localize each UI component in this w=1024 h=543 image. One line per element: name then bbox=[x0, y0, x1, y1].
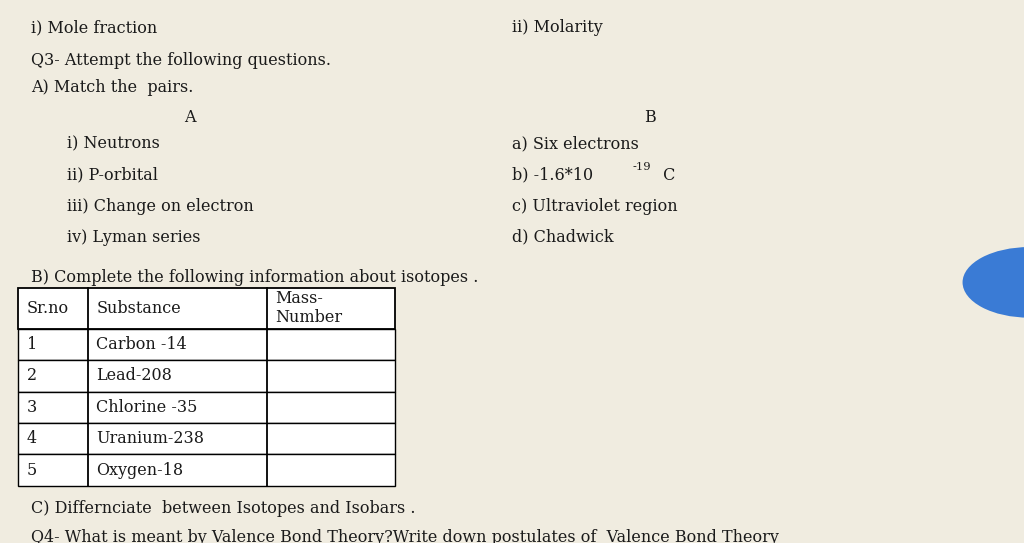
Bar bbox=[18, 423, 395, 454]
Text: Oxygen-18: Oxygen-18 bbox=[96, 462, 183, 479]
Text: ii) P-orbital: ii) P-orbital bbox=[67, 167, 158, 184]
Text: A: A bbox=[183, 109, 196, 125]
Text: B: B bbox=[644, 109, 656, 125]
Text: Substance: Substance bbox=[96, 300, 181, 317]
Text: B) Complete the following information about isotopes .: B) Complete the following information ab… bbox=[31, 269, 478, 286]
Text: i) Neutrons: i) Neutrons bbox=[67, 136, 160, 153]
Text: ii) Molarity: ii) Molarity bbox=[512, 19, 603, 36]
Text: C) Differnciate  between Isotopes and Isobars .: C) Differnciate between Isotopes and Iso… bbox=[31, 500, 415, 516]
Bar bbox=[18, 360, 395, 392]
Text: d) Chadwick: d) Chadwick bbox=[512, 229, 613, 245]
Text: Lead-208: Lead-208 bbox=[96, 367, 172, 384]
Text: b) -1.6*10: b) -1.6*10 bbox=[512, 167, 593, 184]
Text: 5: 5 bbox=[27, 462, 37, 479]
Text: C: C bbox=[658, 167, 676, 184]
Bar bbox=[18, 288, 395, 329]
Text: Mass-
Number: Mass- Number bbox=[275, 290, 343, 326]
Text: Sr.no: Sr.no bbox=[27, 300, 69, 317]
Text: a) Six electrons: a) Six electrons bbox=[512, 136, 639, 153]
Text: Q3- Attempt the following questions.: Q3- Attempt the following questions. bbox=[31, 52, 331, 68]
Text: A) Match the  pairs.: A) Match the pairs. bbox=[31, 79, 194, 96]
Text: Carbon -14: Carbon -14 bbox=[96, 336, 187, 353]
Text: c) Ultraviolet region: c) Ultraviolet region bbox=[512, 198, 678, 214]
Bar bbox=[18, 392, 395, 423]
Text: Chlorine -35: Chlorine -35 bbox=[96, 399, 198, 416]
Text: iii) Change on electron: iii) Change on electron bbox=[67, 198, 253, 214]
Bar bbox=[18, 454, 395, 486]
Bar bbox=[18, 329, 395, 360]
Text: 4: 4 bbox=[27, 430, 37, 447]
Text: 2: 2 bbox=[27, 367, 37, 384]
Text: 1: 1 bbox=[27, 336, 37, 353]
Text: i) Mole fraction: i) Mole fraction bbox=[31, 19, 157, 36]
Text: -19: -19 bbox=[633, 162, 651, 172]
Text: Q4- What is meant by Valence Bond Theory?Write down postulates of  Valence Bond : Q4- What is meant by Valence Bond Theory… bbox=[31, 529, 778, 543]
Text: Uranium-238: Uranium-238 bbox=[96, 430, 204, 447]
Text: 3: 3 bbox=[27, 399, 37, 416]
Text: iv) Lyman series: iv) Lyman series bbox=[67, 229, 200, 245]
Circle shape bbox=[963, 247, 1024, 318]
